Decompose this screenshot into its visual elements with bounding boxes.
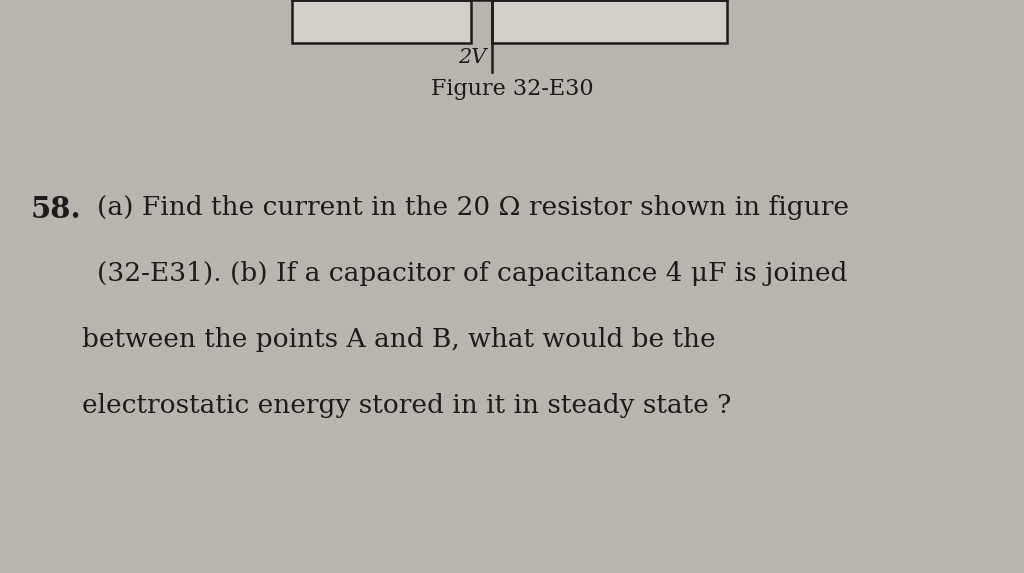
Text: 58.: 58. <box>31 195 81 224</box>
Text: electrostatic energy stored in it in steady state ?: electrostatic energy stored in it in ste… <box>82 393 731 418</box>
Text: (a) Find the current in the 20 Ω resistor shown in figure: (a) Find the current in the 20 Ω resisto… <box>97 195 849 220</box>
Text: between the points A and B, what would be the: between the points A and B, what would b… <box>82 327 716 352</box>
Text: Figure 32-E30: Figure 32-E30 <box>431 78 593 100</box>
Text: 2V: 2V <box>458 48 486 67</box>
Text: (32-E31). (b) If a capacitor of capacitance 4 μF is joined: (32-E31). (b) If a capacitor of capacita… <box>97 261 848 286</box>
Bar <box>492 0 727 43</box>
Bar <box>292 0 471 43</box>
